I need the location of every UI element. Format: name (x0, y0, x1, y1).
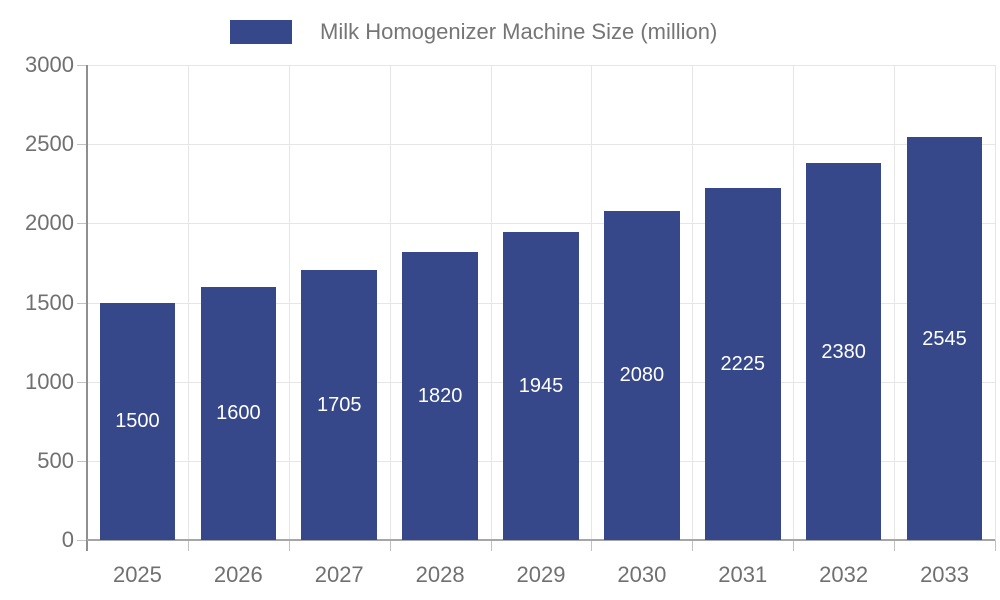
bar (301, 270, 378, 540)
y-tick-label: 500 (37, 447, 74, 473)
bar (805, 163, 882, 540)
legend-swatch (230, 20, 292, 44)
bar-value-label: 2080 (619, 364, 665, 387)
bar (906, 137, 983, 540)
y-tick-mark (77, 65, 87, 66)
bar-value-label: 1945 (518, 375, 564, 398)
bar (704, 187, 781, 540)
h-gridline (87, 223, 995, 225)
y-tick-label: 3000 (25, 52, 74, 77)
bar (503, 232, 579, 540)
y-tick-label: 1500 (25, 289, 74, 315)
bar (604, 210, 680, 540)
legend-item[interactable]: Milk Homogenizer Machine Size (million) (230, 19, 717, 45)
x-tick-mark (793, 540, 795, 551)
bar-value-label: 2225 (720, 352, 766, 375)
y-tick-label: 0 (61, 527, 74, 552)
x-tick-label: 2033 (920, 562, 970, 587)
x-tick-label: 2030 (617, 562, 667, 587)
y-tick-label: 1000 (25, 368, 74, 394)
x-tick-mark (490, 540, 492, 551)
bar (402, 251, 478, 540)
x-tick-mark (692, 540, 694, 551)
legend-label: Milk Homogenizer Machine Size (million) (320, 19, 718, 44)
y-tick-mark (77, 540, 87, 541)
x-axis-line (87, 539, 995, 541)
x-tick-label: 2026 (213, 562, 263, 587)
v-gridline (793, 65, 795, 540)
v-gridline (894, 65, 896, 540)
bar-value-label: 1600 (216, 402, 261, 425)
x-tick-label: 2027 (314, 562, 364, 587)
bar-value-label: 2545 (922, 327, 967, 350)
x-tick-mark (187, 540, 189, 551)
x-tick-label: 2032 (819, 562, 869, 587)
bar (99, 302, 176, 540)
y-axis-line (86, 65, 88, 551)
y-tick-label: 2000 (25, 210, 74, 236)
bar-value-label: 1705 (316, 394, 362, 417)
h-gridline (87, 144, 995, 146)
v-gridline (389, 65, 391, 540)
y-tick-mark (77, 302, 87, 304)
x-tick-label: 2029 (516, 562, 566, 587)
bar (200, 286, 277, 540)
x-tick-mark (288, 540, 290, 551)
y-tick-mark (77, 144, 87, 146)
y-tick-mark (77, 223, 87, 225)
bar-value-label: 1820 (417, 384, 463, 407)
x-tick-mark (591, 540, 593, 551)
x-tick-mark (995, 540, 996, 551)
x-tick-label: 2025 (112, 562, 162, 587)
bar-value-label: 2380 (821, 340, 866, 363)
bar-value-label: 1500 (115, 410, 160, 433)
v-gridline (288, 65, 290, 540)
y-tick-mark (77, 460, 87, 462)
v-gridline (490, 65, 492, 540)
x-tick-label: 2028 (415, 562, 465, 587)
y-tick-label: 2500 (25, 131, 74, 157)
h-gridline (87, 65, 995, 66)
y-tick-mark (77, 381, 87, 383)
x-tick-label: 2031 (718, 562, 768, 587)
x-tick-mark (389, 540, 391, 551)
v-gridline (591, 65, 593, 540)
v-gridline (995, 65, 996, 540)
v-gridline (187, 65, 189, 540)
x-tick-mark (894, 540, 896, 551)
v-gridline (692, 65, 694, 540)
